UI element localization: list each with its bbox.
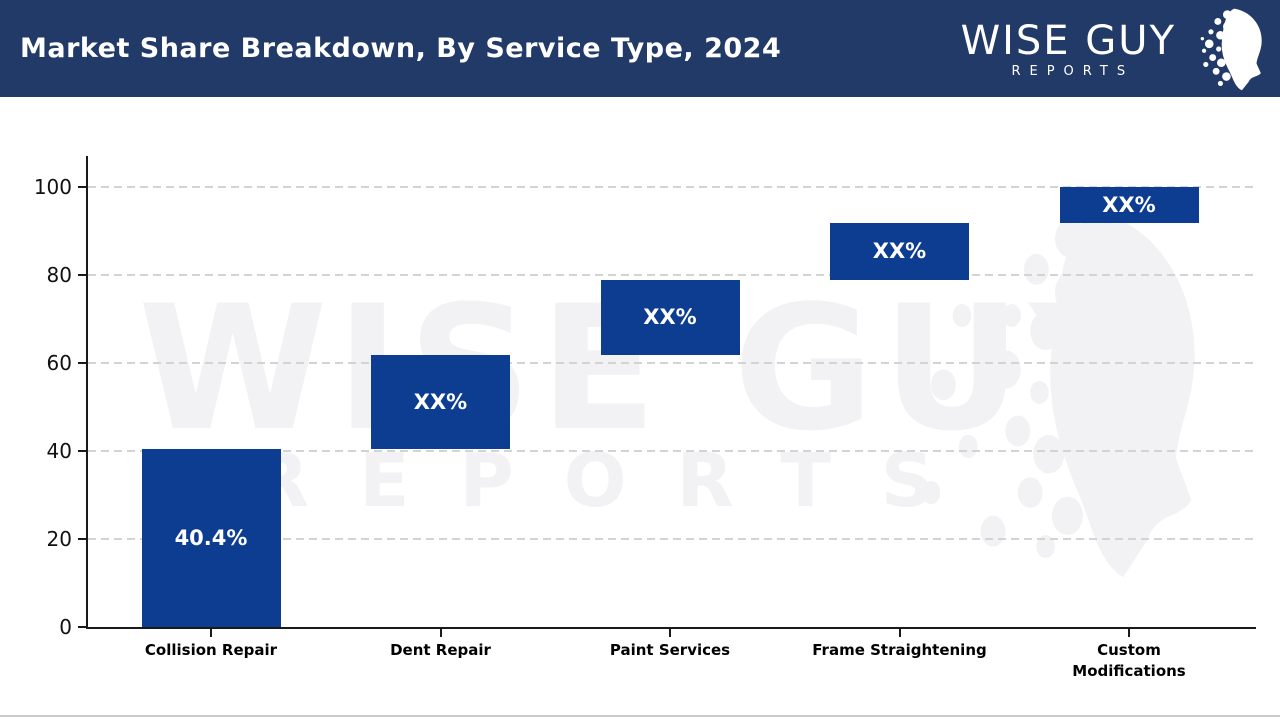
gridline-60: [88, 362, 1256, 364]
y-tick-label: 100: [33, 175, 72, 199]
bar-value-label: XX%: [872, 239, 927, 264]
bar-1: XX%: [371, 355, 510, 450]
y-tick: [78, 450, 87, 452]
dotted-face-icon: [1200, 8, 1262, 91]
x-category-label: Frame Straightening: [812, 641, 987, 659]
y-tick: [78, 538, 87, 540]
gridline-80: [88, 274, 1256, 276]
bar-value-label: XX%: [413, 390, 468, 415]
x-category-label: Paint Services: [609, 641, 731, 659]
y-tick: [78, 626, 87, 628]
bar-4: XX%: [1059, 187, 1199, 224]
logo-wordmark: WISE GUY: [960, 18, 1176, 64]
x-tick: [439, 629, 442, 637]
x-category-label: Dent Repair: [390, 641, 491, 659]
bottom-divider: [0, 715, 1280, 717]
wiseguy-logo-text: WISE GUY REPORTS: [961, 19, 1176, 79]
bar-2: XX%: [600, 279, 740, 356]
x-category-label: Collision Repair: [144, 641, 278, 659]
y-tick-label: 80: [46, 263, 72, 287]
bar-value-label: 40.4%: [174, 526, 248, 551]
x-category-label: Custom Modifications: [1072, 641, 1186, 680]
y-tick: [78, 362, 87, 364]
wiseguy-logo: WISE GUY REPORTS: [961, 6, 1266, 92]
y-tick-label: 0: [59, 615, 72, 639]
logo-subtitle: REPORTS: [1011, 64, 1135, 79]
y-tick: [78, 274, 87, 276]
gridline-40: [88, 450, 1256, 452]
x-axis: [86, 627, 1256, 629]
bar-0: 40.4%: [141, 449, 281, 627]
bar-3: XX%: [830, 223, 969, 280]
gridline-100: [88, 186, 1256, 188]
x-tick: [898, 629, 901, 637]
x-tick: [210, 629, 212, 637]
bar-value-label: XX%: [643, 305, 697, 330]
watermark-subtitle: REPORTS: [252, 438, 985, 524]
gridline-20: [88, 538, 1256, 540]
bar-value-label: XX%: [1102, 193, 1156, 218]
y-tick: [78, 186, 87, 188]
x-tick: [1128, 629, 1130, 637]
y-tick-label: 20: [46, 527, 72, 551]
watermark-face-icon: [921, 211, 1195, 578]
y-tick-label: 40: [46, 439, 72, 463]
y-axis: [86, 156, 88, 629]
y-tick-label: 60: [46, 351, 72, 375]
page-title: Market Share Breakdown, By Service Type,…: [20, 33, 782, 64]
x-tick: [669, 629, 671, 637]
header-bar: Market Share Breakdown, By Service Type,…: [0, 0, 1280, 97]
